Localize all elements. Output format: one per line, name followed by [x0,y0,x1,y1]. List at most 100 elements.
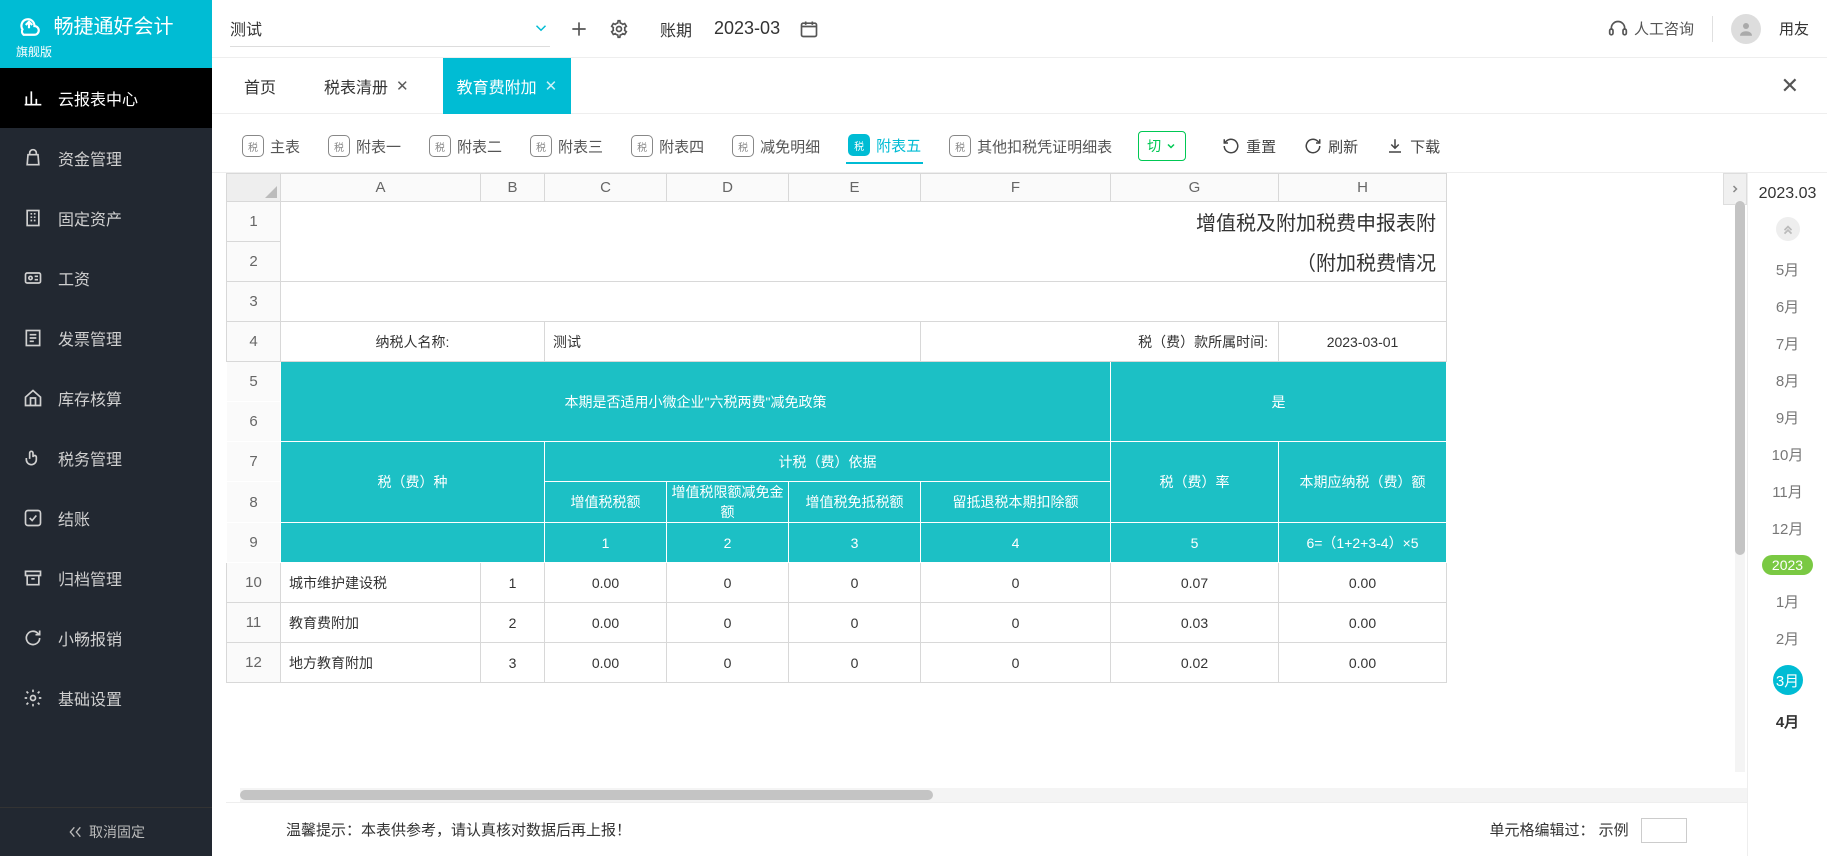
subtab-7[interactable]: 税其他扣税凭证明细表 [947,129,1114,163]
cell[interactable]: 0 [667,643,789,683]
cell[interactable]: 0.00 [545,563,667,603]
cell[interactable]: 1 [481,563,545,603]
switch-pill[interactable]: 切 [1138,131,1186,161]
close-icon[interactable]: ✕ [396,77,409,95]
cell[interactable]: 0.00 [1279,603,1447,643]
cell[interactable]: 0.00 [545,643,667,683]
download-button[interactable]: 下载 [1386,136,1440,157]
rail-month[interactable]: 11月 [1748,473,1827,510]
cell[interactable]: 0 [667,603,789,643]
calendar-icon[interactable] [798,18,820,40]
sidebar-item-3[interactable]: 工资 [0,248,212,308]
col-header[interactable]: B [481,174,545,202]
row-header[interactable]: 4 [227,322,281,362]
sidebar-item-7[interactable]: 结账 [0,488,212,548]
col-header[interactable]: H [1279,174,1447,202]
subtab-4[interactable]: 税附表四 [629,129,706,163]
cell[interactable]: 0 [667,563,789,603]
row-header[interactable]: 3 [227,282,281,322]
sidebar-item-8[interactable]: 归档管理 [0,548,212,608]
cell[interactable]: 3 [481,643,545,683]
sidebar-item-9[interactable]: 小畅报销 [0,608,212,668]
col-header[interactable]: A [281,174,481,202]
refresh-button[interactable]: 刷新 [1304,136,1358,157]
cell[interactable]: 0.00 [545,603,667,643]
cell[interactable]: 2 [481,603,545,643]
gear-icon[interactable] [608,18,630,40]
row-header[interactable]: 5 [227,362,281,402]
tab-0[interactable]: 首页 [230,58,290,114]
cell[interactable]: 0.00 [1279,563,1447,603]
cell[interactable]: 城市维护建设税 [281,563,481,603]
cell[interactable]: 0 [789,563,921,603]
cell[interactable]: 地方教育附加 [281,643,481,683]
sidebar-unpin[interactable]: 取消固定 [0,807,212,856]
rail-month[interactable]: 12月 [1748,510,1827,547]
col-header[interactable]: G [1111,174,1279,202]
rail-month[interactable]: 8月 [1748,362,1827,399]
rail-month[interactable]: 3月 [1748,657,1827,703]
cell[interactable]: 0.00 [1279,643,1447,683]
cell[interactable]: 0.03 [1111,603,1279,643]
sidebar-item-label: 税务管理 [58,446,122,470]
subtab-1[interactable]: 税附表一 [326,129,403,163]
row-header[interactable]: 10 [227,563,281,603]
row-header[interactable]: 6 [227,402,281,442]
close-all-tabs[interactable]: ✕ [1771,69,1809,103]
cell[interactable]: 0 [921,563,1111,603]
subtab-0[interactable]: 税主表 [240,129,302,163]
sidebar-item-10[interactable]: 基础设置 [0,668,212,728]
cell[interactable]: 教育费附加 [281,603,481,643]
row-header[interactable]: 12 [227,643,281,683]
consult-link[interactable]: 人工咨询 [1608,18,1694,39]
row-header[interactable]: 8 [227,482,281,523]
sidebar-item-6[interactable]: 税务管理 [0,428,212,488]
subtab-5[interactable]: 税减免明细 [730,129,822,163]
rail-up-icon[interactable] [1776,217,1800,241]
footnote: 温馨提示：本表供参考，请认真核对数据后再上报！ 单元格编辑过： 示例 [226,802,1747,856]
col-header[interactable]: E [789,174,921,202]
row-header[interactable]: 11 [227,603,281,643]
plus-icon[interactable] [568,18,590,40]
subtab-2[interactable]: 税附表二 [427,129,504,163]
cell[interactable]: 0 [789,603,921,643]
tab-1[interactable]: 税表清册✕ [310,58,423,114]
horizontal-scrollbar[interactable] [240,788,1747,802]
subtab-3[interactable]: 税附表三 [528,129,605,163]
example-label: 示例 [1599,822,1629,839]
sidebar-item-4[interactable]: 发票管理 [0,308,212,368]
vertical-scrollbar[interactable] [1735,201,1745,772]
rail-month[interactable]: 6月 [1748,288,1827,325]
rail-year[interactable]: 2023 [1748,547,1827,583]
rail-month[interactable]: 9月 [1748,399,1827,436]
sidebar-item-2[interactable]: 固定资产 [0,188,212,248]
col-header[interactable]: F [921,174,1111,202]
cell[interactable]: 0 [921,603,1111,643]
rail-month[interactable]: 7月 [1748,325,1827,362]
row-header[interactable]: 9 [227,523,281,563]
subtab-6[interactable]: 税附表五 [846,128,923,164]
cell[interactable]: 0.02 [1111,643,1279,683]
avatar[interactable] [1731,14,1761,44]
rail-month[interactable]: 5月 [1748,251,1827,288]
cell[interactable]: 0 [789,643,921,683]
tab-2[interactable]: 教育费附加✕ [443,58,572,114]
sidebar-item-1[interactable]: 资金管理 [0,128,212,188]
rail-month[interactable]: 10月 [1748,436,1827,473]
cell[interactable]: 0.07 [1111,563,1279,603]
rail-month[interactable]: 1月 [1748,583,1827,620]
row-header[interactable]: 1 [227,202,281,242]
row-header[interactable]: 2 [227,242,281,282]
sidebar-item-5[interactable]: 库存核算 [0,368,212,428]
close-icon[interactable]: ✕ [545,77,558,95]
reset-button[interactable]: 重置 [1222,136,1276,157]
cell[interactable]: 0 [921,643,1111,683]
col-header[interactable]: C [545,174,667,202]
sheet-corner[interactable] [227,174,281,202]
col-header[interactable]: D [667,174,789,202]
row-header[interactable]: 7 [227,442,281,482]
rail-month[interactable]: 2月 [1748,620,1827,657]
sidebar-item-0[interactable]: 云报表中心 [0,68,212,128]
company-selector[interactable]: 测试 [230,10,550,47]
rail-month[interactable]: 4月 [1748,703,1827,740]
